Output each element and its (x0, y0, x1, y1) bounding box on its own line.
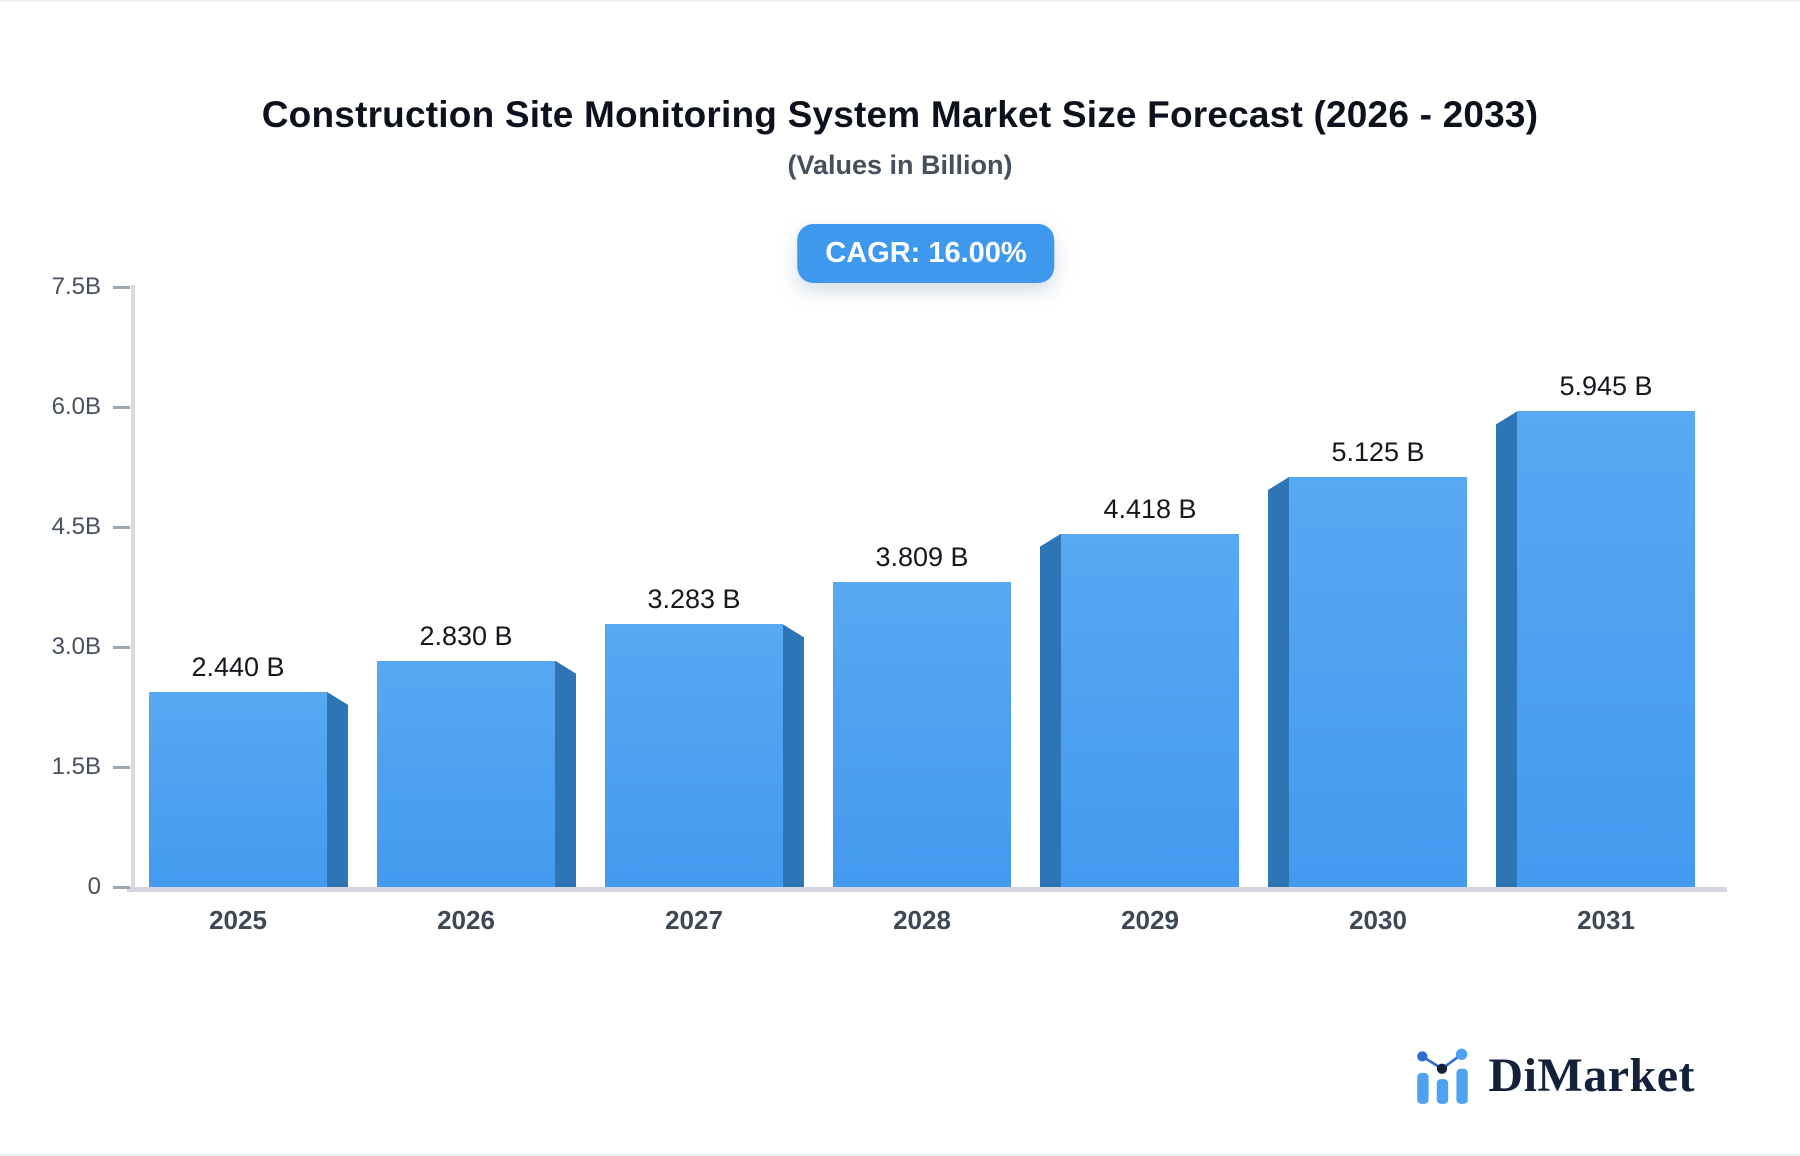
bar-2030: 5.125 B (1268, 437, 1467, 887)
bar-value-label: 3.809 B (875, 542, 969, 573)
y-axis-tick-mark (113, 285, 130, 289)
bar-2028: 3.809 B (833, 542, 1011, 887)
bar-value-label: 5.125 B (1331, 437, 1425, 467)
bar-value-label: 3.283 B (647, 584, 741, 615)
y-axis-line (131, 285, 135, 892)
y-axis-tick-mark (113, 765, 130, 769)
cagr-badge: CAGR: 16.00% (797, 224, 1055, 283)
y-axis-tick-label: 3.0B (51, 633, 101, 660)
bar-chart: 0 1.5B 3.0B 4.5B 6.0B 7.5B 2.440 B 2025 2.830 B… (0, 273, 1800, 935)
brand-name: DiMarket (1488, 1049, 1695, 1102)
y-axis-tick: 1.5B (18, 752, 130, 782)
bar-2031: 5.945 B (1496, 371, 1695, 887)
bar-value-label: 2.440 B (191, 651, 285, 682)
bar-3d-side (327, 691, 348, 887)
bar-2025: 2.440 B (149, 652, 348, 887)
bar-value-label: 5.945 B (1559, 371, 1653, 402)
y-axis-tick-label: 4.5B (51, 513, 101, 540)
y-axis-tick: 6.0B (18, 392, 130, 422)
y-axis-tick-mark (113, 525, 130, 529)
bar-3d-side (555, 660, 576, 887)
bar-2027: 3.283 B (605, 584, 804, 887)
plot-area: 2.440 B 2025 2.830 B 2026 3.283 B 2027 3.809 B… (133, 287, 1720, 935)
chart-title: Construction Site Monitoring System Mark… (261, 94, 1539, 135)
y-axis-tick: 4.5B (18, 512, 130, 542)
x-axis-label-2027: 2027 (665, 905, 723, 935)
y-axis-tick-label: 0 (87, 873, 101, 900)
y-axis-tick-mark (113, 645, 130, 649)
dimarket-chart-logo-icon (1417, 1048, 1469, 1104)
brand-logo: DiMarket (1411, 1044, 1695, 1108)
y-axis-tick: 7.5B (18, 272, 130, 302)
bar-2026: 2.830 B (377, 621, 576, 887)
bar-3d-side (1268, 477, 1289, 887)
bar-2029: 4.418 B (1040, 494, 1239, 887)
x-axis-label-2031: 2031 (1577, 905, 1635, 935)
x-axis-label-2030: 2030 (1349, 905, 1407, 935)
y-axis-tick: 0 (18, 872, 130, 902)
bar-3d-side (783, 624, 804, 887)
bar-value-label: 2.830 B (419, 620, 513, 651)
y-axis-tick-label: 6.0B (51, 393, 101, 420)
x-axis-label-2025: 2025 (209, 905, 267, 935)
x-axis-label-2026: 2026 (437, 905, 495, 935)
y-axis-tick-mark (113, 885, 130, 889)
bar-3d-side (1040, 533, 1061, 887)
y-axis-tick: 3.0B (18, 632, 130, 662)
y-axis-tick-label: 7.5B (51, 273, 101, 300)
bar-3d-side (1496, 411, 1517, 887)
x-axis-label-2028: 2028 (893, 905, 951, 935)
y-axis-tick-label: 1.5B (51, 753, 101, 780)
bar-value-label: 4.418 B (1103, 493, 1197, 524)
x-axis-line (127, 887, 1727, 892)
x-axis-label-2029: 2029 (1121, 905, 1179, 935)
chart-subtitle: (Values in Billion) (787, 150, 1013, 180)
y-axis-tick-mark (113, 405, 130, 409)
